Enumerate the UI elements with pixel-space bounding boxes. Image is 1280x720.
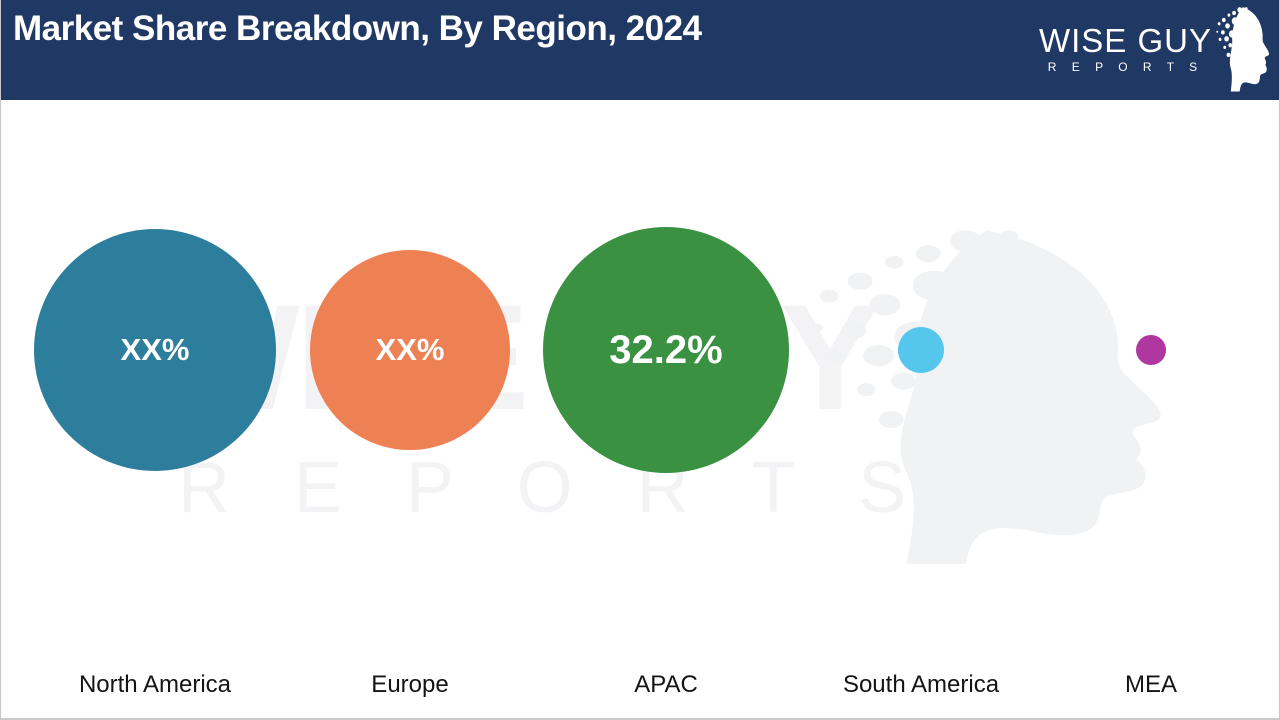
wiseguy-logo-text: WISE GUY R E P O R T S — [1038, 21, 1212, 75]
bubble-apac: 32.2% — [543, 227, 789, 473]
watermark-reports-text: R E P O R T S — [178, 448, 929, 528]
bubble-value-label: XX% — [375, 332, 445, 367]
bubble-south-america — [898, 327, 944, 373]
bubble-europe: XX% — [310, 250, 510, 450]
page-title: Market Share Breakdown, By Region, 2024 — [13, 9, 702, 48]
bubble-value-label: XX% — [120, 332, 190, 367]
category-label-mea: MEA — [1124, 671, 1178, 698]
bubble-value-label: 32.2% — [609, 327, 723, 372]
header-bar: Market Share Breakdown, By Region, 2024 … — [0, 0, 1280, 100]
category-label-europe: Europe — [371, 671, 449, 698]
category-label-north-america: North America — [78, 671, 232, 698]
wiseguy-head-icon — [1216, 7, 1270, 92]
bubble-north-america: XX% — [34, 229, 276, 471]
category-label-south-america: South America — [842, 671, 1000, 698]
wiseguy-logo: WISE GUY R E P O R T S — [1039, 6, 1270, 92]
watermark-head-icon — [810, 230, 1161, 564]
category-label-apac: APAC — [634, 671, 698, 698]
bubble-mea — [1136, 335, 1166, 365]
wiseguy-logo-name: WISE GUY — [1038, 21, 1212, 59]
wiseguy-logo-tagline: R E P O R T S — [1047, 60, 1204, 75]
